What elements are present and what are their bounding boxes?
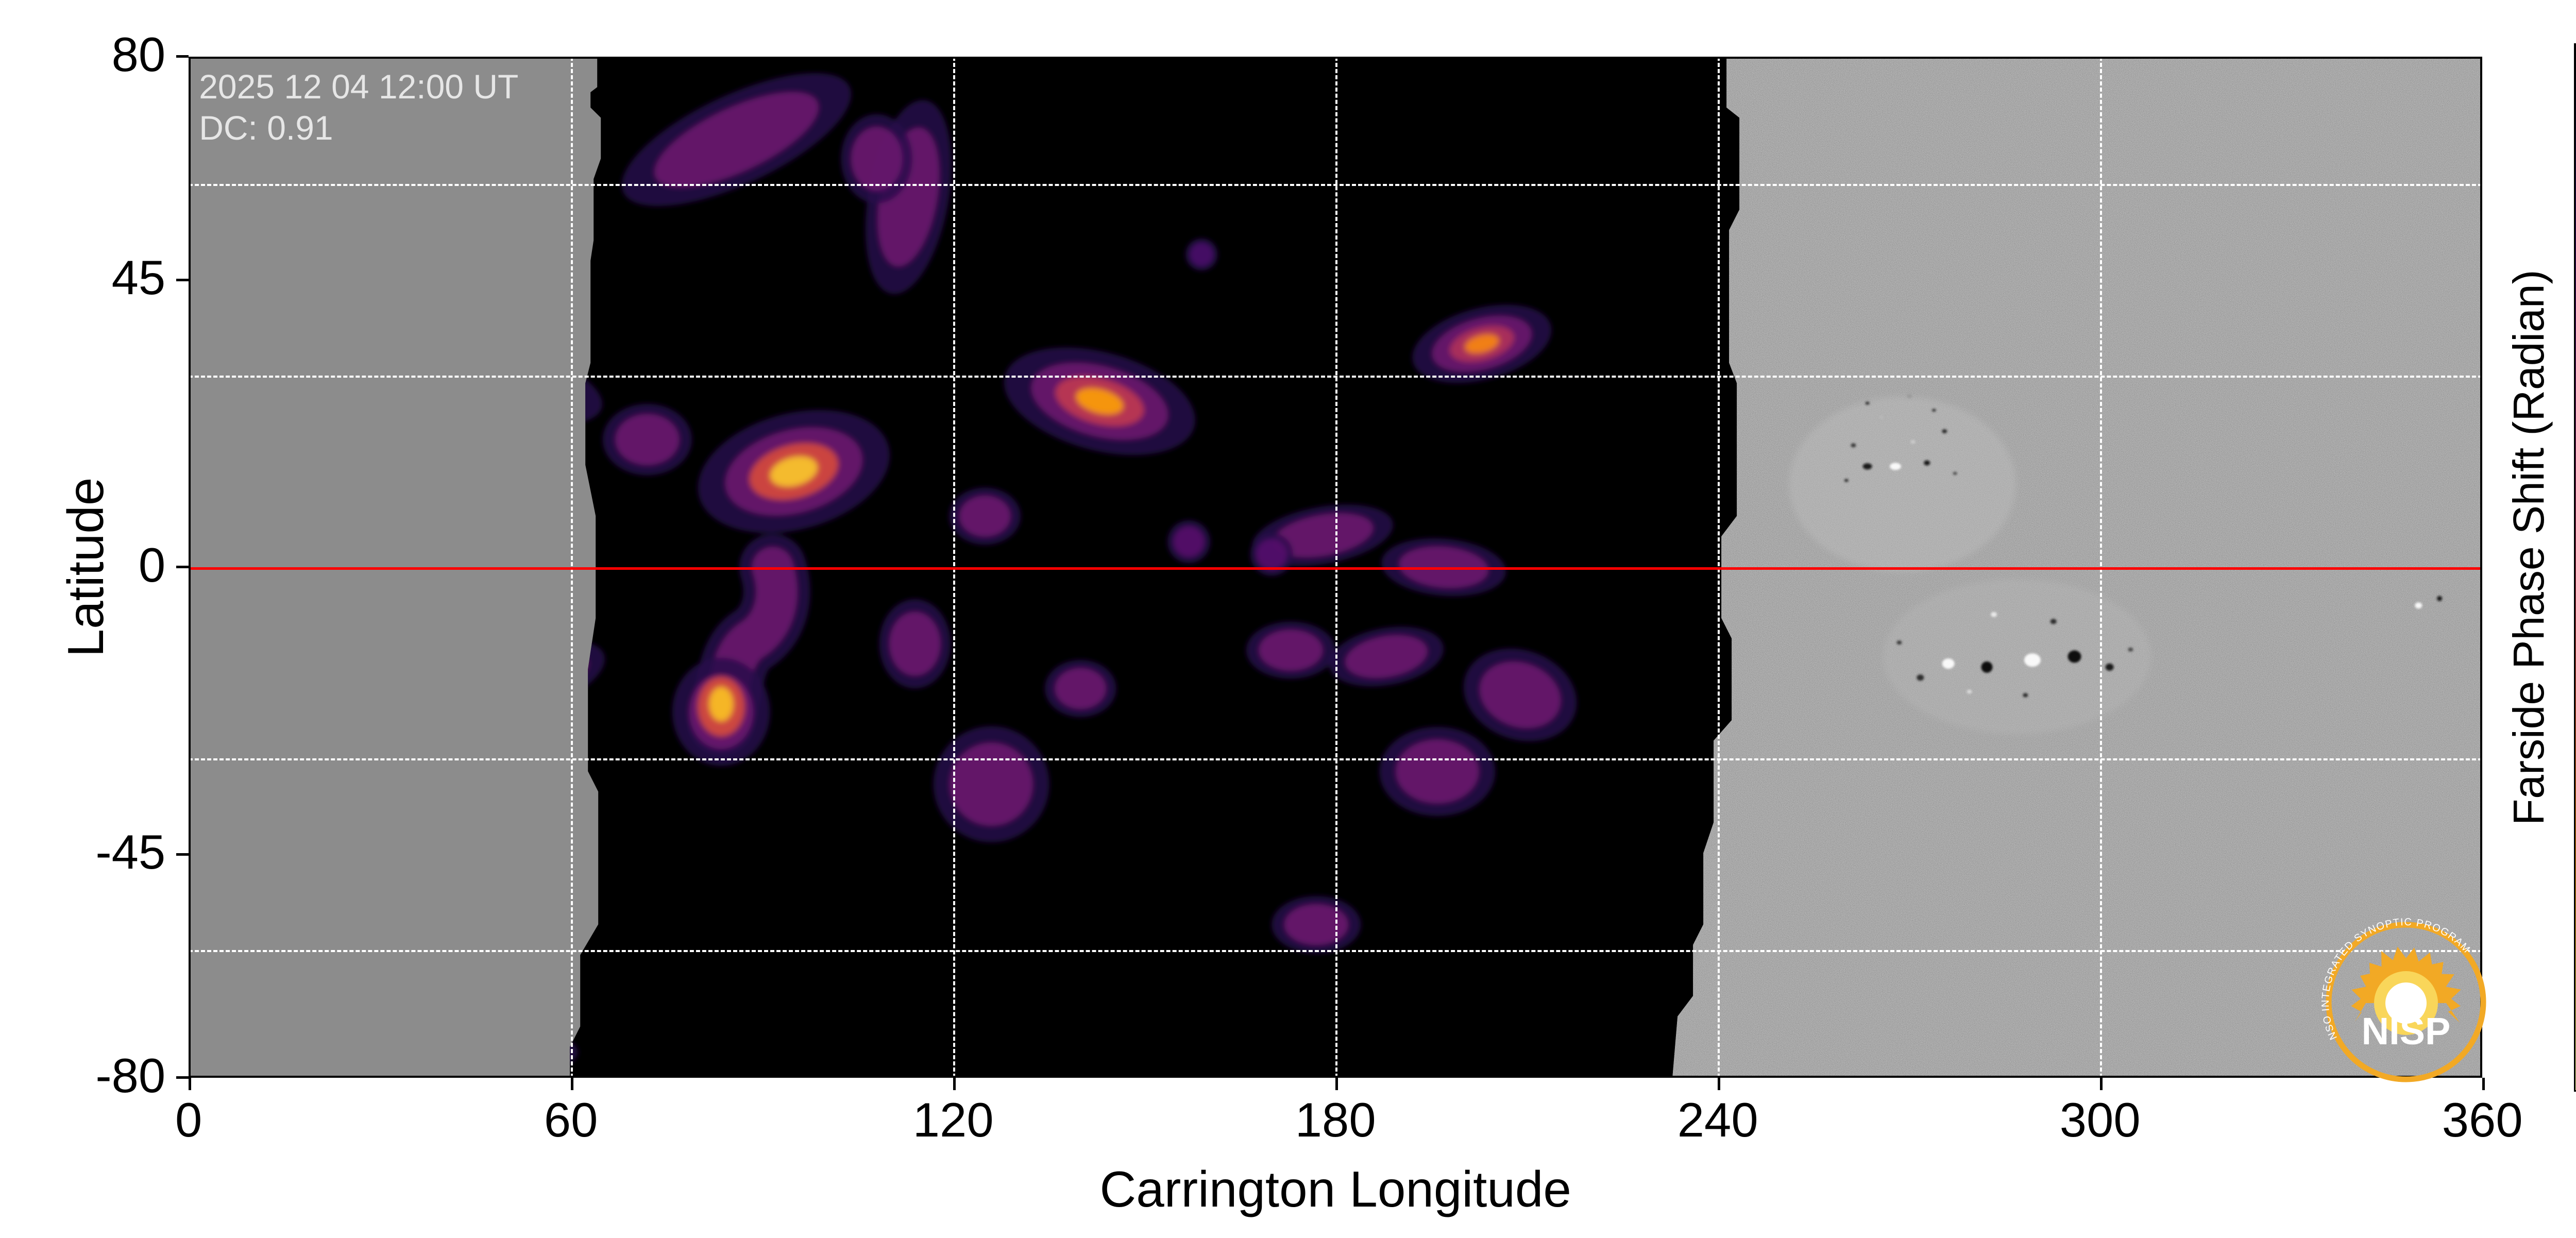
- svg-text:NISP: NISP: [2362, 1010, 2451, 1053]
